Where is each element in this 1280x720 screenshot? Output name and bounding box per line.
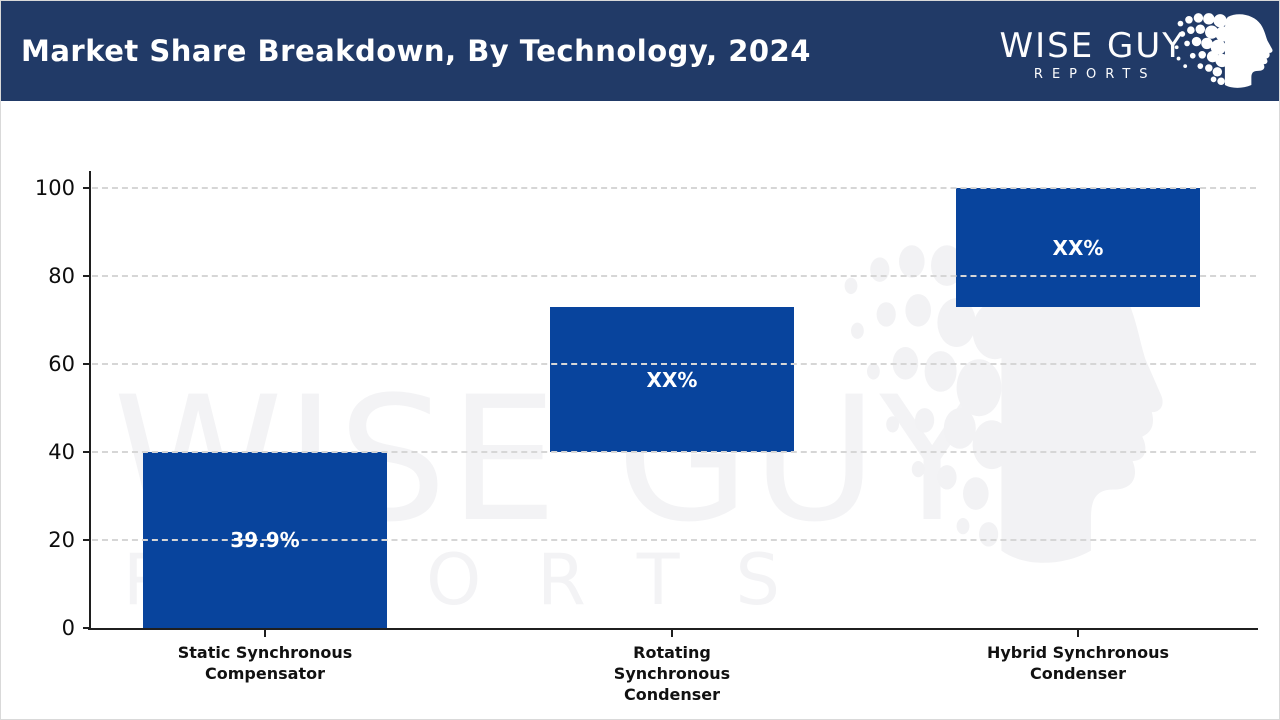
x-category-label: Static Synchronous Compensator bbox=[177, 643, 353, 683]
x-tick-mark bbox=[671, 630, 673, 637]
y-tick-mark bbox=[83, 451, 90, 453]
y-tick-label: 60 bbox=[48, 352, 75, 376]
page-title: Market Share Breakdown, By Technology, 2… bbox=[21, 34, 811, 68]
header-bar: Market Share Breakdown, By Technology, 2… bbox=[1, 1, 1279, 101]
x-tick-mark bbox=[264, 630, 266, 637]
y-tick-label: 100 bbox=[34, 176, 75, 200]
x-category-label: Hybrid Synchronous Condenser bbox=[986, 643, 1170, 683]
bar-value-label: 39.9% bbox=[230, 528, 300, 553]
bar-segment bbox=[550, 307, 794, 453]
y-grid-line bbox=[92, 187, 1256, 189]
y-tick-mark bbox=[83, 539, 90, 541]
y-tick-label: 0 bbox=[61, 616, 75, 640]
y-grid-line bbox=[92, 275, 1256, 277]
bar-segment bbox=[956, 188, 1200, 308]
bar-value-label: XX% bbox=[1052, 235, 1104, 260]
y-grid-line bbox=[92, 451, 1256, 453]
y-tick-mark bbox=[83, 363, 90, 365]
x-tick-mark bbox=[1077, 630, 1079, 637]
wiseguy-face-icon bbox=[1174, 13, 1273, 88]
bar-value-label: XX% bbox=[646, 367, 698, 392]
wiseguy-logo: WISE GUY REPORTS bbox=[999, 9, 1275, 93]
y-tick-label: 80 bbox=[48, 264, 75, 288]
wiseguy-logo-text: WISE GUY REPORTS bbox=[999, 26, 1185, 82]
y-tick-mark bbox=[83, 187, 90, 189]
x-axis-line bbox=[88, 628, 1258, 630]
y-tick-label: 20 bbox=[48, 528, 75, 552]
y-tick-label: 40 bbox=[48, 440, 75, 464]
wiseguy-logo-name: WISE GUY bbox=[999, 26, 1185, 66]
y-axis-line bbox=[89, 171, 91, 630]
wiseguy-logo-sub: REPORTS bbox=[1033, 67, 1157, 82]
y-tick-mark bbox=[83, 275, 90, 277]
x-category-label: Rotating Synchronous Condenser bbox=[613, 643, 731, 704]
y-grid-line bbox=[92, 363, 1256, 365]
y-tick-mark bbox=[83, 627, 90, 629]
waterfall-chart: WISE GUY REPORTS 0 20 40 60 80 100 39.9% XX% XX%… bbox=[1, 101, 1279, 719]
y-grid-line bbox=[92, 539, 1256, 541]
